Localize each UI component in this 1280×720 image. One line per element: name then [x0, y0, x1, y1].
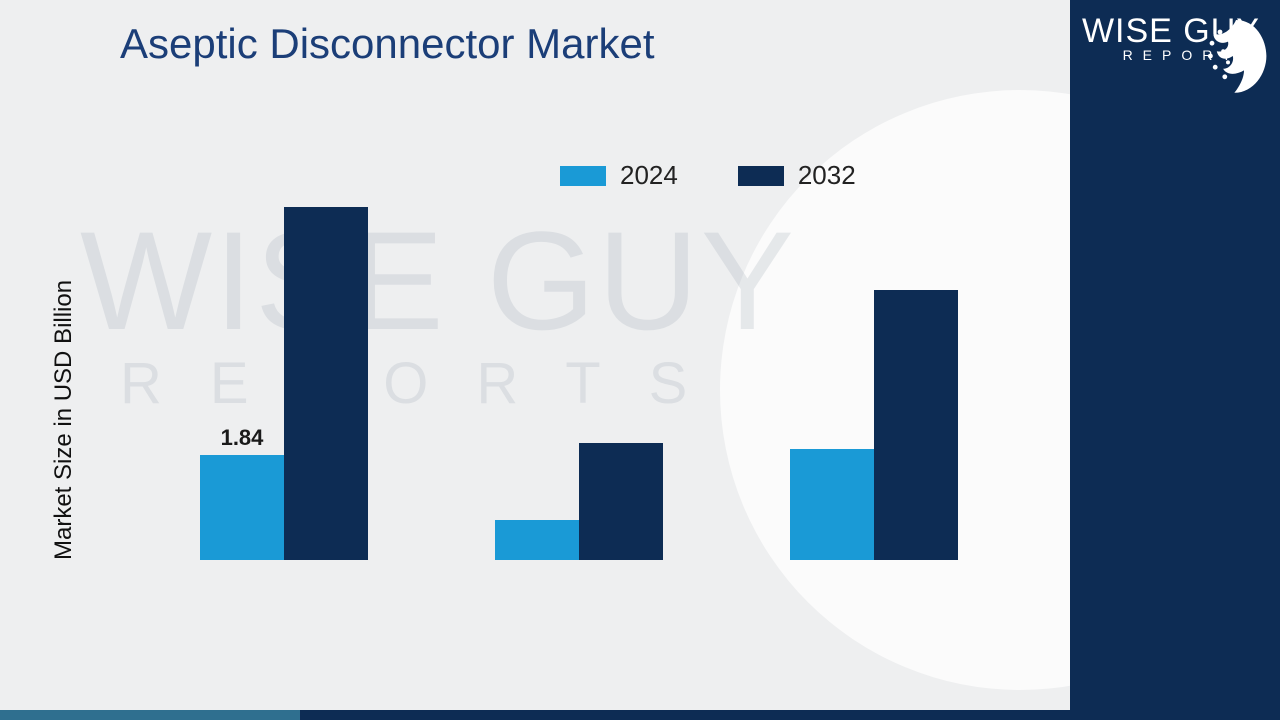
bar-2032: [874, 290, 958, 560]
bar-2032: [579, 443, 663, 560]
bar-2024: [495, 520, 579, 560]
legend: 2024 2032: [560, 160, 856, 191]
legend-item-2032: 2032: [738, 160, 856, 191]
chart-title: Aseptic Disconnector Market: [120, 20, 655, 68]
legend-swatch-2032: [738, 166, 784, 186]
legend-item-2024: 2024: [560, 160, 678, 191]
bar-2024: [790, 449, 874, 560]
legend-swatch-2024: [560, 166, 606, 186]
bar-2032: [284, 207, 368, 560]
bottom-bar-accent: [0, 710, 300, 720]
legend-label-2024: 2024: [620, 160, 678, 191]
right-panel: [1070, 0, 1280, 710]
legend-label-2032: 2032: [798, 160, 856, 191]
page: WISE GUY REPORTS Aseptic Disconnector Ma…: [0, 0, 1280, 720]
bar-2024: [200, 455, 284, 560]
bar-value-label: 1.84: [200, 425, 284, 451]
chart-area: 1.84EUROPESOUTHAMERICAMIDDLEEASTANDAFRIC…: [110, 190, 1010, 560]
y-axis-label: Market Size in USD Billion: [50, 280, 78, 560]
logo-head-icon: [1188, 16, 1268, 96]
